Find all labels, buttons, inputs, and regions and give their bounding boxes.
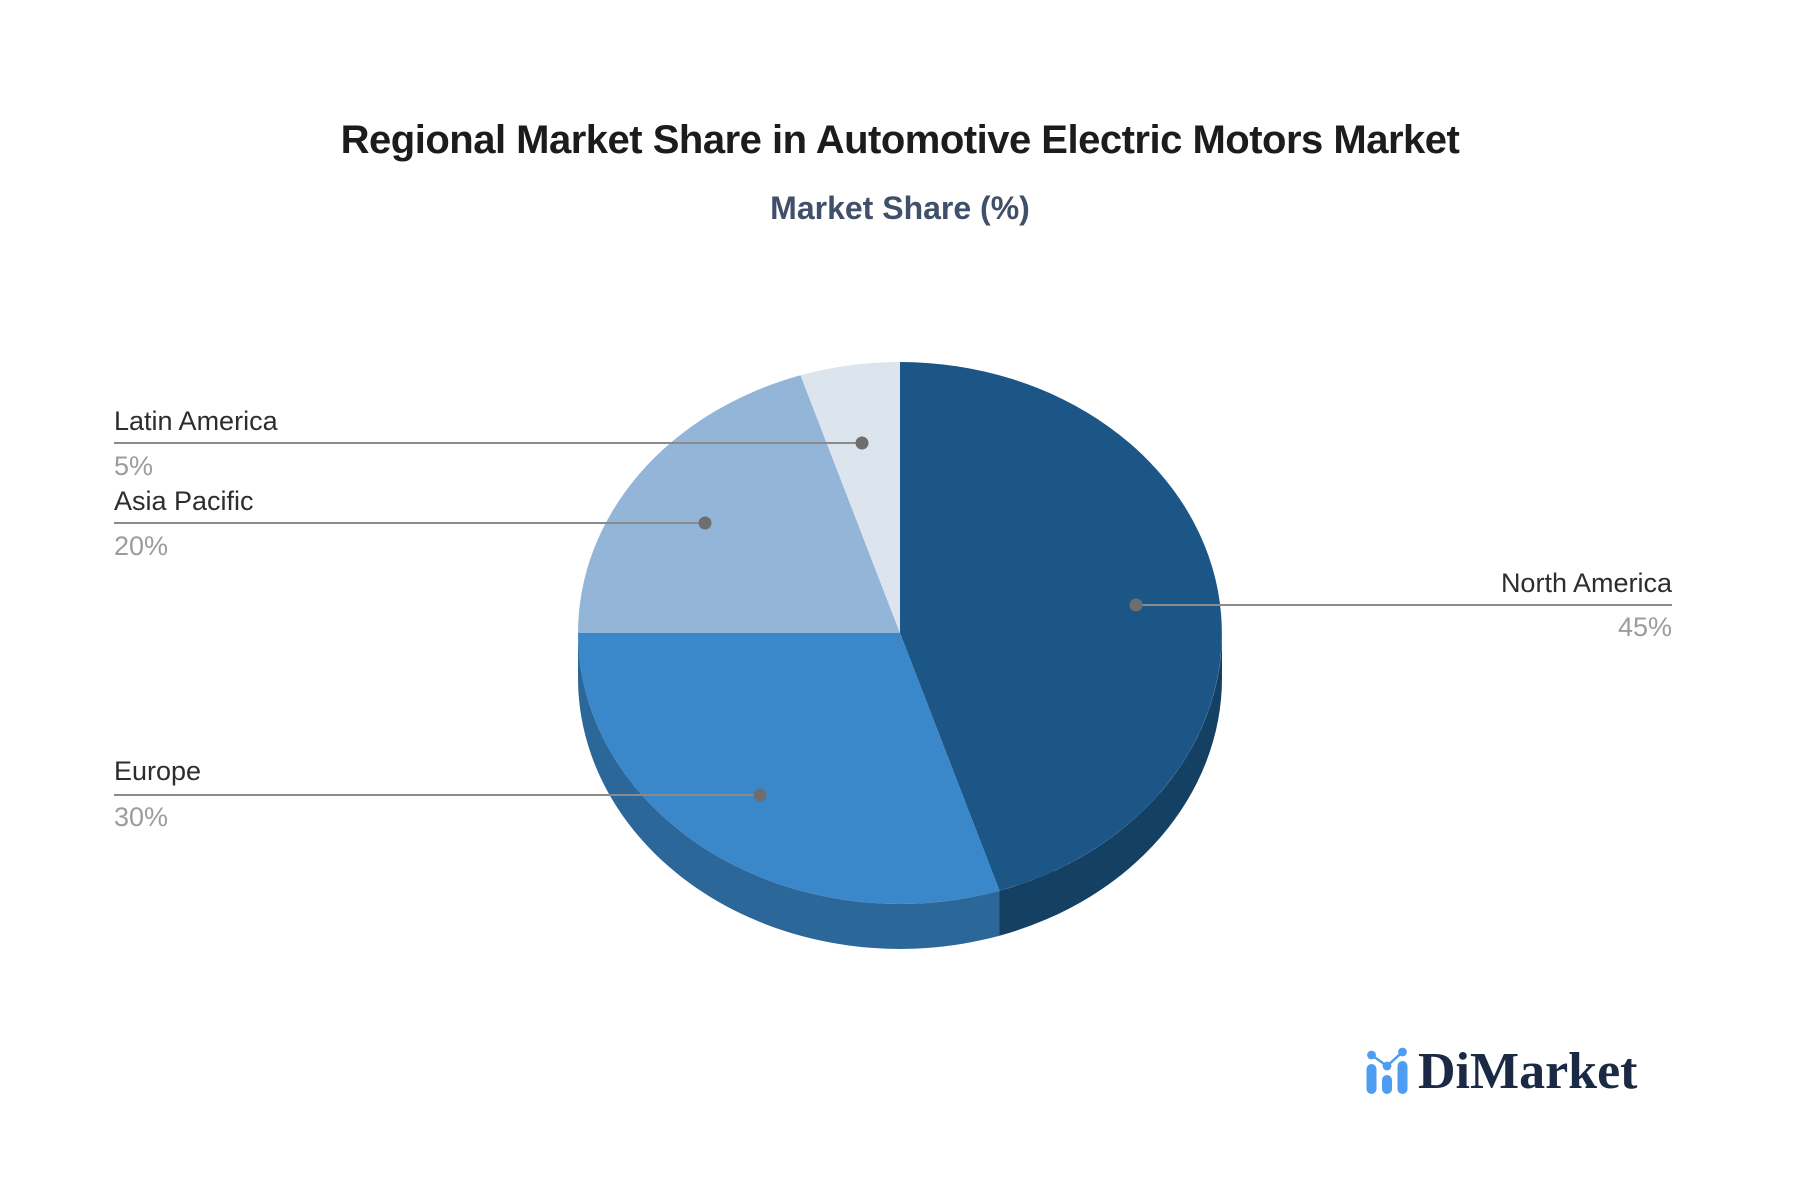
callout-dot-europe (753, 788, 767, 802)
brand-logo: DiMarket (1365, 1042, 1685, 1106)
callout-dot-asia-pacific (698, 516, 712, 530)
pie-slice-europe[interactable] (578, 633, 1000, 904)
slice-label-latin-america: Latin America (114, 406, 278, 436)
brand-name: DiMarket (1418, 1043, 1638, 1100)
chart-subtitle: Market Share (%) (770, 190, 1030, 226)
pie-slice-latin-america[interactable] (800, 362, 901, 633)
slice-label-asia-pacific: Asia Pacific (114, 486, 254, 516)
pie-slice-side-north-america (999, 633, 1222, 936)
slice-label-north-america: North America (1500, 568, 1672, 598)
slice-pct-latin-america: 5% (114, 451, 154, 481)
slice-pct-europe: 30% (114, 802, 169, 832)
pie-slice-asia-pacific[interactable] (578, 375, 900, 633)
pie-slice-side-europe (578, 633, 1000, 949)
callout-dot-latin-america (855, 436, 869, 450)
pie-slice-north-america[interactable] (900, 362, 1222, 891)
slice-pct-north-america: 45% (1617, 612, 1672, 642)
slice-pct-asia-pacific: 20% (114, 531, 169, 561)
callout-dot-north-america (1129, 598, 1143, 612)
chart-title: Regional Market Share in Automotive Elec… (340, 118, 1460, 162)
slice-label-europe: Europe (114, 756, 202, 786)
bar-chart-logo-icon (1366, 1047, 1408, 1094)
